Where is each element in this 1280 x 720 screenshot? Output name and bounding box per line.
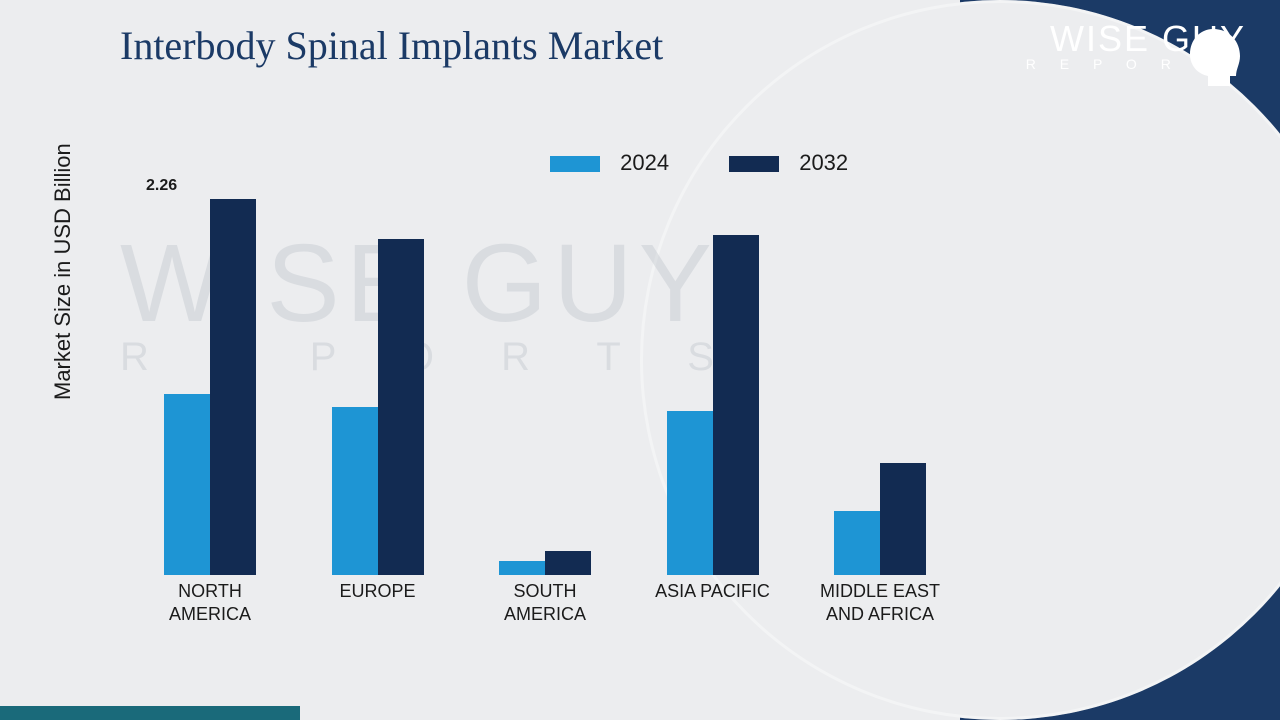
- legend-label-2024: 2024: [620, 150, 669, 175]
- bar-2032: [545, 551, 591, 575]
- x-axis-label: NORTH AMERICA: [140, 580, 280, 625]
- x-axis-label: EUROPE: [308, 580, 448, 625]
- legend-item-2032: 2032: [729, 150, 848, 176]
- y-axis-label: Market Size in USD Billion: [50, 143, 76, 400]
- bar-group: [643, 235, 783, 575]
- bar-group: [308, 239, 448, 575]
- bar-value-label: 2.26: [146, 177, 177, 390]
- x-axis-label: MIDDLE EAST AND AFRICA: [810, 580, 950, 625]
- x-axis-labels: NORTH AMERICA EUROPE SOUTH AMERICA ASIA PAC…: [130, 580, 960, 625]
- bar-2032: [880, 463, 926, 575]
- bar-2032: [378, 239, 424, 575]
- bar-2032: [713, 235, 759, 575]
- legend-item-2024: 2024: [550, 150, 669, 176]
- brand-logo: WISE GUY R E P O R T S: [1026, 18, 1246, 72]
- x-axis-label: SOUTH AMERICA: [475, 580, 615, 625]
- chart: Market Size in USD Billion 2024 2032 2.2…: [60, 150, 980, 710]
- bar-group: [810, 463, 950, 575]
- bar-2032: [210, 199, 256, 575]
- bar-2024: [499, 561, 545, 575]
- logo-head-icon: [1178, 24, 1248, 94]
- bar-2024: [164, 394, 210, 575]
- bar-2024: [834, 511, 880, 575]
- infographic-stage: WISE GUY R E P O R T S Interbody Spinal …: [0, 0, 1280, 720]
- bar-group: 2.26: [140, 199, 280, 575]
- legend-swatch-2024: [550, 156, 600, 172]
- legend-label-2032: 2032: [799, 150, 848, 175]
- x-axis-label: ASIA PACIFIC: [643, 580, 783, 625]
- bar-group: [475, 551, 615, 575]
- bar-2024: [667, 411, 713, 575]
- page-title: Interbody Spinal Implants Market: [120, 22, 663, 69]
- legend: 2024 2032: [550, 150, 848, 176]
- bar-2024: [332, 407, 378, 575]
- plot-area: 2.26: [130, 175, 960, 575]
- legend-swatch-2032: [729, 156, 779, 172]
- bar-groups: 2.26: [130, 175, 960, 575]
